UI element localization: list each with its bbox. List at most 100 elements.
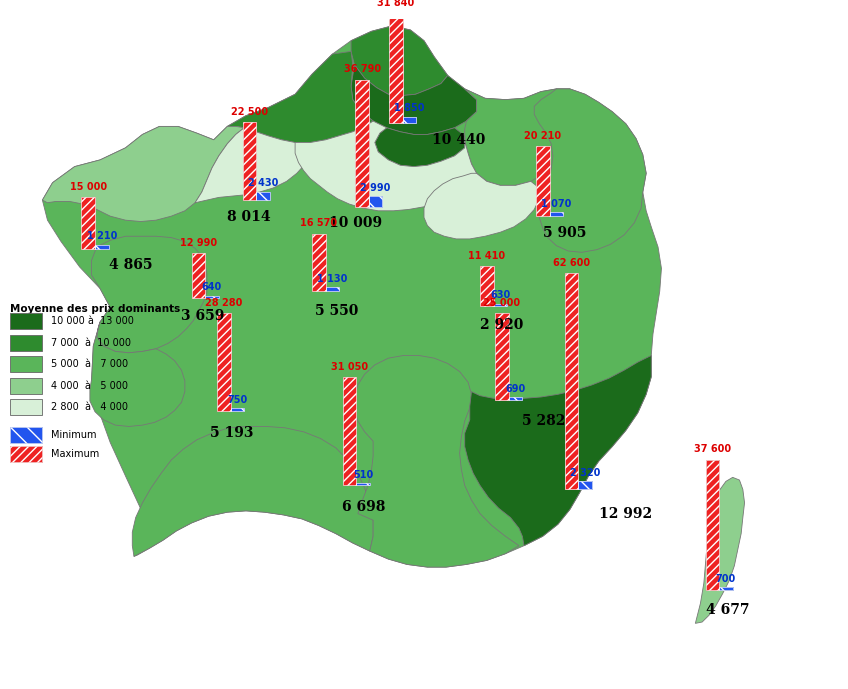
Bar [10, 446, 42, 462]
Bar [480, 267, 494, 306]
Text: 5 905: 5 905 [543, 225, 586, 240]
Polygon shape [227, 52, 373, 143]
Bar [550, 212, 563, 216]
Bar [231, 409, 244, 411]
Polygon shape [351, 65, 477, 134]
Polygon shape [375, 127, 465, 167]
Text: 5 550: 5 550 [315, 304, 359, 318]
Text: 5 193: 5 193 [210, 426, 254, 440]
Text: 4 677: 4 677 [706, 604, 749, 617]
Bar [81, 197, 95, 249]
Bar [10, 356, 42, 372]
Text: 3 659: 3 659 [181, 309, 225, 322]
Text: 10 440: 10 440 [432, 133, 486, 147]
Bar [343, 378, 356, 485]
Bar [312, 234, 326, 291]
Text: 28 280: 28 280 [205, 298, 243, 308]
Polygon shape [295, 121, 477, 211]
Text: 640: 640 [202, 282, 222, 292]
Bar [536, 146, 550, 216]
Bar [719, 588, 733, 590]
Bar [565, 273, 578, 489]
Bar [355, 79, 369, 207]
Text: 1 130: 1 130 [317, 274, 348, 284]
Text: 10 009: 10 009 [329, 216, 382, 230]
Bar [231, 409, 244, 411]
Text: 1 850: 1 850 [394, 103, 425, 113]
Text: 10 000 à  13 000: 10 000 à 13 000 [51, 316, 134, 327]
Text: 4 000  à   5 000: 4 000 à 5 000 [51, 380, 128, 391]
Text: 31 840: 31 840 [377, 0, 415, 8]
Bar [312, 234, 326, 291]
Bar [81, 197, 95, 249]
Bar [10, 427, 42, 443]
Bar [10, 335, 42, 351]
Bar [256, 192, 270, 200]
Bar [343, 378, 356, 485]
Text: 15 000: 15 000 [70, 182, 107, 192]
Bar [243, 122, 256, 200]
Polygon shape [90, 322, 185, 426]
Bar [403, 116, 416, 123]
Bar [326, 287, 339, 291]
Bar [550, 212, 563, 216]
Bar [369, 196, 382, 207]
Polygon shape [195, 127, 310, 203]
Text: 1 070: 1 070 [541, 199, 572, 209]
Text: 5 000  à   7 000: 5 000 à 7 000 [51, 359, 128, 369]
Text: 510: 510 [353, 470, 373, 480]
Text: 2 430: 2 430 [248, 178, 278, 188]
Bar [10, 427, 42, 443]
Text: 2 990: 2 990 [360, 183, 391, 193]
Text: 31 050: 31 050 [331, 362, 368, 372]
Text: 6 698: 6 698 [342, 500, 385, 514]
Text: Moyenne des prix dominants: Moyenne des prix dominants [10, 304, 181, 314]
Bar [495, 313, 509, 400]
Bar [356, 483, 370, 485]
Bar [256, 192, 270, 200]
Bar [706, 460, 719, 590]
Polygon shape [424, 174, 539, 239]
Text: 20 210: 20 210 [524, 131, 561, 141]
Bar [326, 287, 339, 291]
Text: 750: 750 [227, 395, 248, 405]
Bar [217, 313, 231, 411]
Text: 8 014: 8 014 [227, 210, 271, 224]
Text: 37 600: 37 600 [694, 444, 731, 455]
Polygon shape [351, 26, 448, 96]
Bar [217, 313, 231, 411]
Bar [565, 273, 578, 489]
Polygon shape [92, 236, 207, 353]
Text: 12 992: 12 992 [599, 507, 652, 521]
Text: 2 320: 2 320 [570, 468, 600, 478]
Bar [536, 146, 550, 216]
Text: 700: 700 [716, 574, 736, 584]
Polygon shape [695, 477, 745, 624]
Bar [369, 196, 382, 207]
Text: 16 570: 16 570 [300, 218, 338, 229]
Bar [356, 483, 370, 485]
Bar [243, 122, 256, 200]
Bar [719, 588, 733, 590]
Text: 630: 630 [490, 290, 510, 300]
Text: Minimum: Minimum [51, 430, 97, 440]
Text: 4 865: 4 865 [109, 258, 152, 272]
Polygon shape [132, 426, 373, 557]
Text: 22 500: 22 500 [231, 107, 268, 117]
Text: 5 282: 5 282 [522, 414, 566, 429]
Bar [10, 399, 42, 415]
Text: 2 800  à   4 000: 2 800 à 4 000 [51, 402, 128, 412]
Bar [10, 313, 42, 329]
Bar [389, 13, 403, 123]
Bar [480, 267, 494, 306]
Polygon shape [465, 89, 577, 185]
Bar [205, 296, 219, 298]
Text: 25 000: 25 000 [483, 298, 521, 308]
Bar [578, 482, 592, 489]
Bar [509, 398, 522, 400]
Bar [192, 253, 205, 298]
Polygon shape [465, 356, 651, 546]
Text: 36 790: 36 790 [343, 64, 381, 74]
Bar [494, 304, 507, 306]
Text: 12 990: 12 990 [180, 238, 217, 247]
